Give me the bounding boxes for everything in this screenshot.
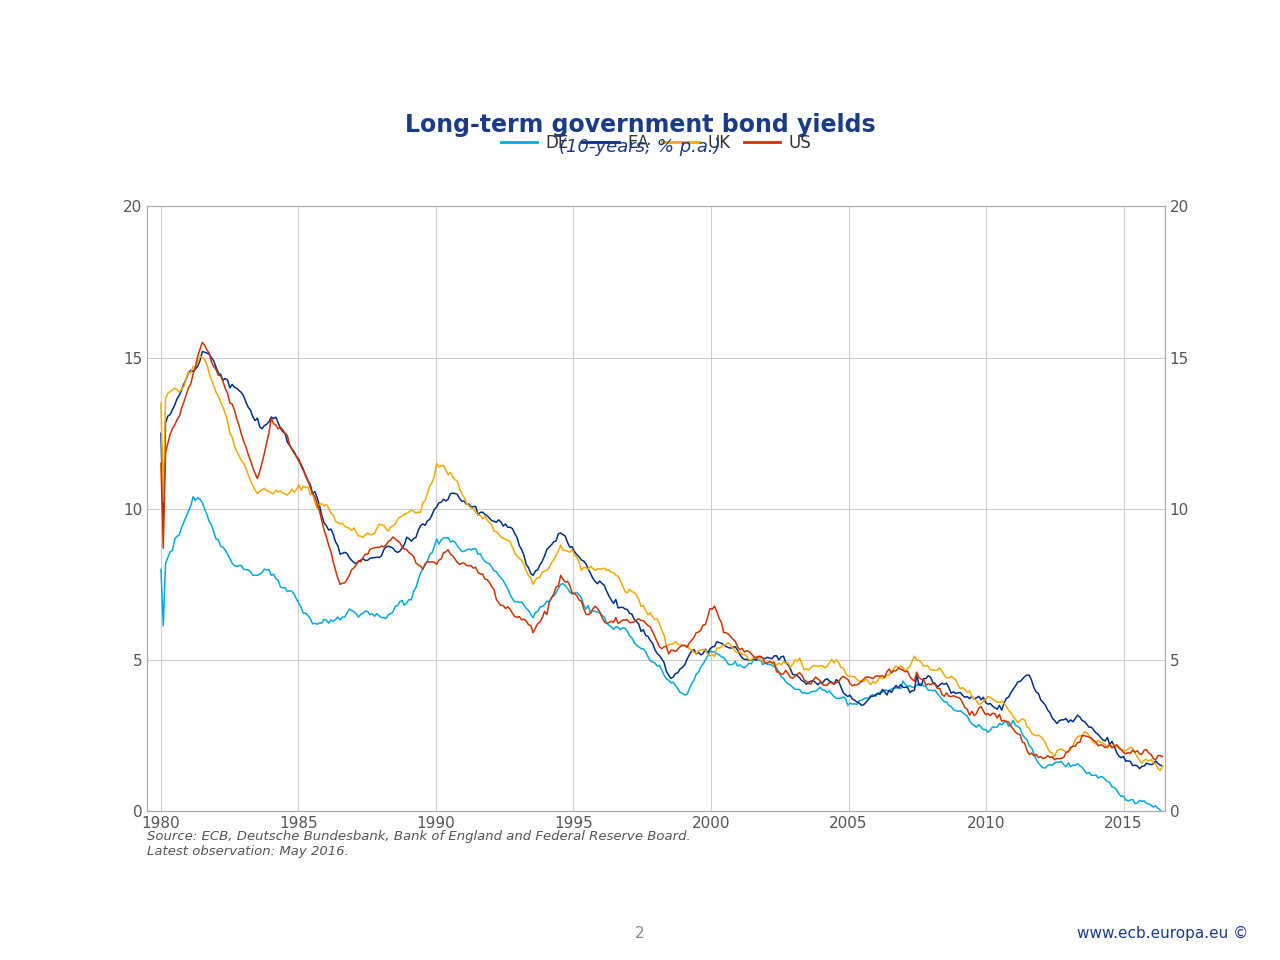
Text: Source: ECB, Deutsche Bundesbank, Bank of England and Federal Reserve Board.
Lat: Source: ECB, Deutsche Bundesbank, Bank o… bbox=[147, 830, 691, 858]
Text: Long-term government bond yields: Long-term government bond yields bbox=[404, 112, 876, 136]
Text: 2: 2 bbox=[635, 925, 645, 941]
Text: (10-years; % p.a.): (10-years; % p.a.) bbox=[559, 138, 721, 156]
Legend: DE, EA, UK, US: DE, EA, UK, US bbox=[494, 127, 818, 158]
Text: Long-term interest rates: Long-term interest rates bbox=[15, 24, 402, 52]
Text: www.ecb.europa.eu ©: www.ecb.europa.eu © bbox=[1076, 925, 1248, 941]
